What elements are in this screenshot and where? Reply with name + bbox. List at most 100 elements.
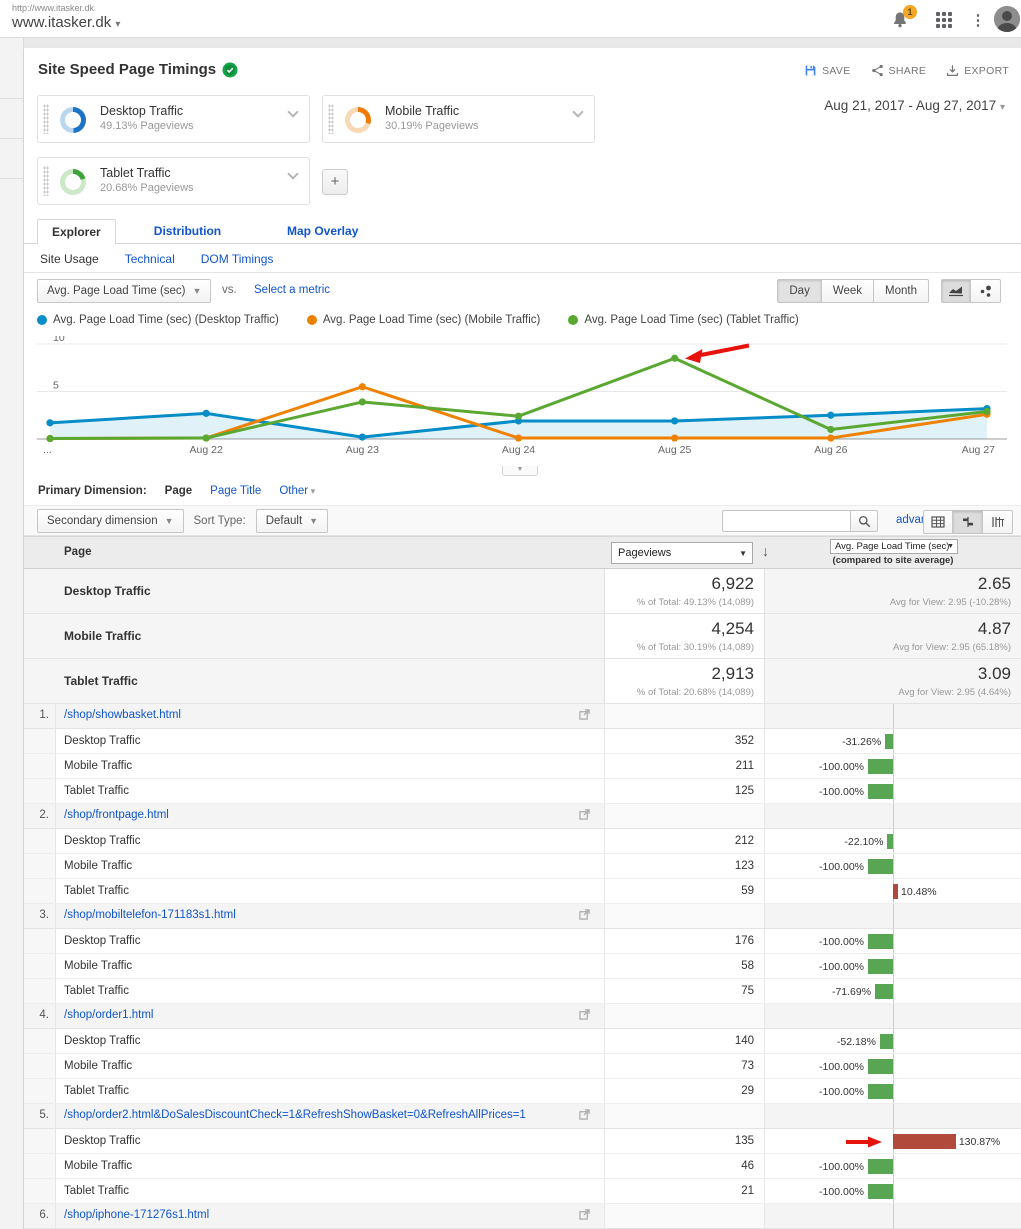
open-in-new-button[interactable] [579, 1109, 590, 1120]
subtab-dom-timings[interactable]: DOM Timings [200, 252, 274, 266]
page-url-link[interactable]: /shop/showbasket.html [64, 709, 181, 721]
verified-shield-icon [222, 62, 238, 77]
chevron-down-icon[interactable] [287, 168, 299, 180]
pageviews-value: 135 [734, 1135, 754, 1147]
open-in-new-button[interactable] [579, 709, 590, 720]
account-selector[interactable]: www.itasker.dk ▾ [12, 14, 120, 31]
add-segment-button[interactable]: + [322, 169, 348, 195]
svg-text:5: 5 [53, 380, 59, 392]
page-url-link[interactable]: /shop/frontpage.html [64, 809, 169, 821]
sub-row-pageviews-cell: 58 [605, 954, 765, 978]
comparison-view-button[interactable] [953, 510, 983, 534]
page-url-link[interactable]: /shop/iphone-171276s1.html [64, 1209, 210, 1221]
sub-row-page-cell: Tablet Traffic [56, 879, 605, 903]
comparison-percent-label: -100.00% [819, 1086, 864, 1098]
comparison-bar-cell: -100.00% [765, 854, 1021, 878]
drag-handle-icon[interactable] [43, 166, 49, 196]
column-header-page: Page [64, 546, 92, 558]
sub-row-pageviews-cell: 123 [605, 854, 765, 878]
granularity-week[interactable]: Week [821, 279, 875, 303]
metric-dropdown[interactable]: Avg. Page Load Time (sec) ▼ [37, 279, 212, 303]
sort-direction-icon[interactable]: ↓ [762, 543, 769, 559]
metric-column-dropdown[interactable]: Avg. Page Load Time (sec) ▼ [830, 539, 958, 554]
sub-row-segment-name: Mobile Traffic [64, 1160, 133, 1172]
chart-expander[interactable]: ▼ [502, 466, 538, 476]
more-options-button[interactable]: ⋮ [966, 8, 990, 32]
pageviews-column-dropdown[interactable]: Pageviews ▼ [611, 542, 753, 564]
sub-row-page-cell: Desktop Traffic [56, 1029, 605, 1053]
chevron-down-icon[interactable] [572, 106, 584, 118]
sub-row-segment-name: Desktop Traffic [64, 835, 141, 847]
search-button[interactable] [850, 510, 878, 532]
page-url-link[interactable]: /shop/mobiltelefon-171183s1.html [64, 909, 236, 921]
motion-chart-view-button[interactable] [971, 279, 1001, 303]
svg-text:Aug 26: Aug 26 [814, 444, 847, 456]
open-in-new-button[interactable] [579, 809, 590, 820]
table-row: 6. /shop/iphone-171276s1.html [24, 1204, 1021, 1229]
sort-type-dropdown[interactable]: Default ▼ [255, 509, 329, 533]
timeseries-chart[interactable]: 10 5... Aug 22 Aug 23 Aug 24 Aug 25 Aug 26 Aug … [37, 336, 1007, 466]
page-url-link[interactable]: /shop/order2.html&DoSalesDiscountCheck=1… [64, 1109, 526, 1121]
row-number-spacer [24, 1029, 56, 1053]
apps-grid-button[interactable] [932, 8, 956, 32]
summary-pageviews-subtext: % of Total: 20.68% (14,089) [636, 687, 754, 698]
granularity-month[interactable]: Month [874, 279, 929, 303]
comparison-bar [875, 984, 893, 999]
date-range-selector[interactable]: Aug 21, 2017 - Aug 27, 2017 ▾ [824, 98, 1005, 113]
svg-text:Aug 27: Aug 27 [962, 444, 995, 456]
chevron-down-icon[interactable] [287, 106, 299, 118]
collapsed-sidebar[interactable] [0, 38, 24, 1229]
tab-explorer[interactable]: Explorer [37, 219, 116, 245]
dimension-option-other[interactable]: Other ▾ [279, 485, 316, 497]
segment-card-mobile-traffic[interactable]: Mobile Traffic 30.19% Pageviews [322, 95, 595, 143]
granularity-day[interactable]: Day [777, 279, 822, 303]
table-search-input[interactable] [722, 510, 850, 532]
pivot-view-button[interactable] [983, 510, 1013, 534]
open-in-new-button[interactable] [579, 1209, 590, 1220]
segment-name: Mobile Traffic [385, 104, 460, 118]
table-row: 2. /shop/frontpage.html [24, 804, 1021, 829]
segment-card-desktop-traffic[interactable]: Desktop Traffic 49.13% Pageviews [37, 95, 310, 143]
secondary-dimension-dropdown[interactable]: Secondary dimension ▼ [37, 509, 184, 533]
tab-map-overlay[interactable]: Map Overlay [287, 224, 359, 238]
sub-row-page-cell: Tablet Traffic [56, 779, 605, 803]
segment-sub-row: Tablet Traffic 21 -100.00% [24, 1179, 1021, 1204]
export-button[interactable]: EXPORT [946, 64, 1009, 77]
segment-donut-icon [60, 169, 86, 195]
drag-handle-icon[interactable] [328, 104, 334, 134]
save-button[interactable]: SAVE [804, 64, 850, 77]
select-metric-link[interactable]: Select a metric [254, 284, 331, 296]
pageviews-value: 58 [741, 960, 754, 972]
metric-column-subtitle: (compared to site average) [832, 555, 954, 566]
user-avatar[interactable] [994, 6, 1020, 32]
dimension-option-page[interactable]: Page [164, 485, 193, 497]
page-url-link[interactable]: /shop/order1.html [64, 1009, 154, 1021]
comparison-bar-cell: 130.87% [765, 1129, 1021, 1153]
share-button[interactable]: SHARE [871, 64, 927, 77]
data-table-view-button[interactable] [923, 510, 953, 534]
comparison-percent-label: -100.00% [819, 761, 864, 773]
dimension-option-page-title[interactable]: Page Title [210, 485, 262, 497]
pivot-icon [991, 517, 1004, 527]
line-chart-view-button[interactable] [941, 279, 971, 303]
row-number-spacer [24, 1129, 56, 1153]
summary-metric-cell: 3.09 Avg for View: 2.95 (4.64%) [765, 659, 1021, 703]
pageviews-column-label: Pageviews [618, 547, 672, 559]
pageviews-value: 75 [741, 985, 754, 997]
open-in-new-button[interactable] [579, 909, 590, 920]
drag-handle-icon[interactable] [43, 104, 49, 134]
tab-distribution[interactable]: Distribution [153, 224, 222, 238]
sub-row-segment-name: Desktop Traffic [64, 1035, 141, 1047]
report-actions: SAVE SHARE EXPORT [804, 64, 1009, 77]
open-in-new-button[interactable] [579, 1009, 590, 1020]
subtab-technical[interactable]: Technical [124, 252, 175, 266]
row-number-spacer [24, 929, 56, 953]
notifications-button[interactable]: 1 [888, 5, 917, 32]
segment-card-tablet-traffic[interactable]: Tablet Traffic 20.68% Pageviews [37, 157, 310, 205]
chart-legend: Avg. Page Load Time (sec) (Desktop Traff… [37, 314, 799, 326]
pageviews-value: 125 [734, 785, 754, 797]
granularity-toggle: Day Week Month [777, 279, 929, 303]
row-metric-cell [765, 1104, 1021, 1128]
search-icon [858, 515, 870, 527]
subtab-site-usage[interactable]: Site Usage [40, 252, 99, 266]
